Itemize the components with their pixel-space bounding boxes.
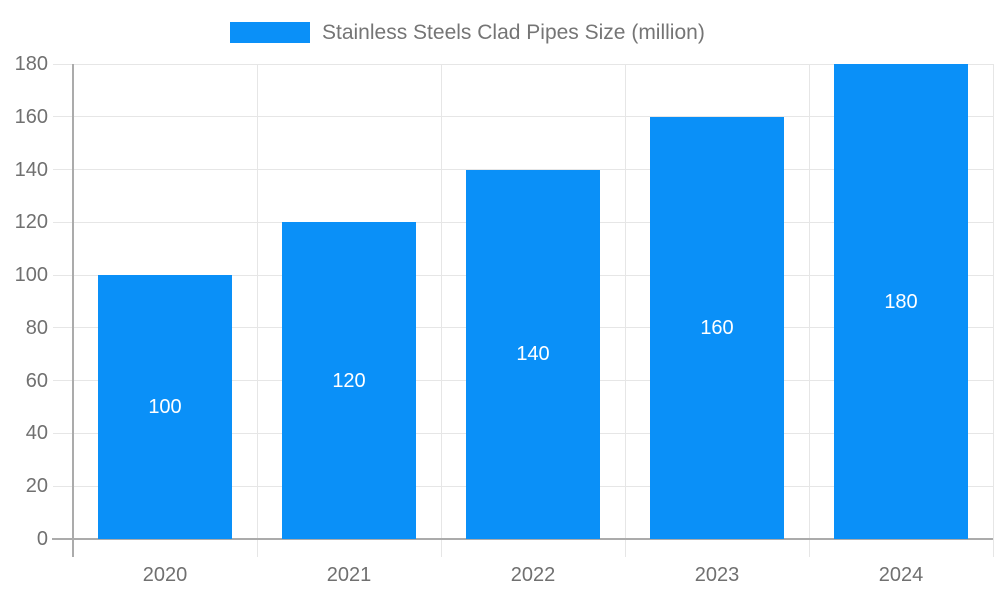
y-tick xyxy=(53,169,73,171)
bar xyxy=(282,222,416,539)
x-gridline xyxy=(624,64,626,539)
x-gridline xyxy=(440,64,442,539)
y-tick xyxy=(53,63,73,65)
x-tick xyxy=(624,539,626,557)
y-tick-label: 20 xyxy=(25,475,48,498)
bar-value-label: 140 xyxy=(516,343,550,366)
y-tick-label: 100 xyxy=(14,264,48,287)
y-tick xyxy=(53,274,73,276)
y-tick-label: 180 xyxy=(14,53,48,75)
y-gridline xyxy=(73,116,993,118)
x-tick-label: 2023 xyxy=(694,564,740,586)
x-gridline xyxy=(992,64,994,539)
bar xyxy=(98,275,232,539)
x-gridline xyxy=(808,64,810,539)
bar xyxy=(650,116,784,539)
y-tick xyxy=(53,116,73,118)
x-tick xyxy=(808,539,810,557)
y-tick xyxy=(53,432,73,434)
x-tick-label: 2024 xyxy=(878,564,924,586)
x-tick xyxy=(440,539,442,557)
x-tick-label: 2022 xyxy=(510,564,556,586)
x-gridline xyxy=(256,64,258,539)
bar-value-label: 120 xyxy=(332,369,366,392)
y-tick-label: 160 xyxy=(14,105,48,128)
legend-label: Stainless Steels Clad Pipes Size (millio… xyxy=(322,21,705,44)
y-tick-label: 0 xyxy=(36,528,48,550)
bar-value-label: 100 xyxy=(148,396,182,419)
x-axis-line xyxy=(52,538,993,540)
y-axis-line xyxy=(72,64,74,557)
x-tick-label: 2021 xyxy=(326,564,372,586)
chart-legend: Stainless Steels Clad Pipes Size (millio… xyxy=(230,22,705,43)
x-tick xyxy=(256,539,258,557)
x-tick-label: 2020 xyxy=(142,564,188,586)
y-tick-label: 40 xyxy=(25,422,48,445)
y-tick xyxy=(53,380,73,382)
y-tick xyxy=(53,221,73,223)
y-tick-label: 80 xyxy=(25,316,48,339)
y-tick-label: 120 xyxy=(14,211,48,234)
y-tick xyxy=(53,485,73,487)
y-gridline xyxy=(73,63,993,65)
y-tick xyxy=(53,327,73,329)
bar xyxy=(834,64,968,539)
y-tick-label: 140 xyxy=(14,158,48,181)
bar xyxy=(466,169,600,539)
bar-value-label: 160 xyxy=(700,316,734,339)
bar-value-label: 180 xyxy=(884,290,918,313)
y-tick-label: 60 xyxy=(25,369,48,392)
x-tick xyxy=(992,539,994,557)
legend-swatch xyxy=(230,22,310,43)
